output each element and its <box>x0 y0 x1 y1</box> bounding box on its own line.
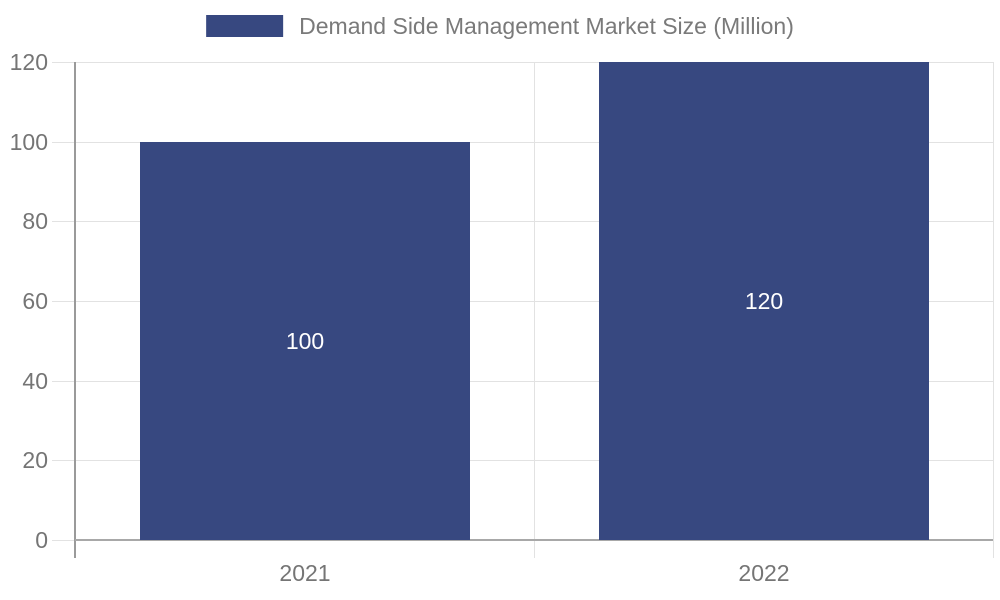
x-axis-tick-label: 2022 <box>738 560 790 586</box>
bar-2021[interactable] <box>140 142 470 540</box>
legend-swatch-icon <box>206 15 284 37</box>
y-gridline <box>52 62 993 63</box>
legend[interactable]: Demand Side Management Market Size (Mill… <box>206 14 794 38</box>
bar-value-label: 120 <box>744 288 784 314</box>
x-gridline <box>993 62 994 540</box>
legend-label: Demand Side Management Market Size (Mill… <box>299 13 794 39</box>
x-gridline <box>534 62 535 540</box>
y-axis-tick-label: 0 <box>35 527 48 553</box>
x-axis-tick <box>993 540 994 558</box>
bar-value-label: 100 <box>285 328 325 354</box>
y-gridline <box>52 381 993 382</box>
y-axis-tick-label: 120 <box>9 49 48 75</box>
x-axis-line <box>75 539 993 541</box>
bar-2022[interactable] <box>599 62 929 540</box>
y-gridline <box>52 460 993 461</box>
y-axis-tick-label: 100 <box>9 129 48 155</box>
y-gridline <box>52 221 993 222</box>
y-gridline <box>52 142 993 143</box>
y-axis-tick-label: 80 <box>22 208 48 234</box>
y-axis-tick-label: 40 <box>22 368 48 394</box>
y-axis-tick-label: 60 <box>22 288 48 314</box>
x-axis-tick-label: 2021 <box>279 560 331 586</box>
y-axis-tick-label: 20 <box>22 447 48 473</box>
y-axis-line <box>74 62 76 558</box>
x-axis-tick <box>534 540 535 558</box>
y-gridline <box>52 301 993 302</box>
